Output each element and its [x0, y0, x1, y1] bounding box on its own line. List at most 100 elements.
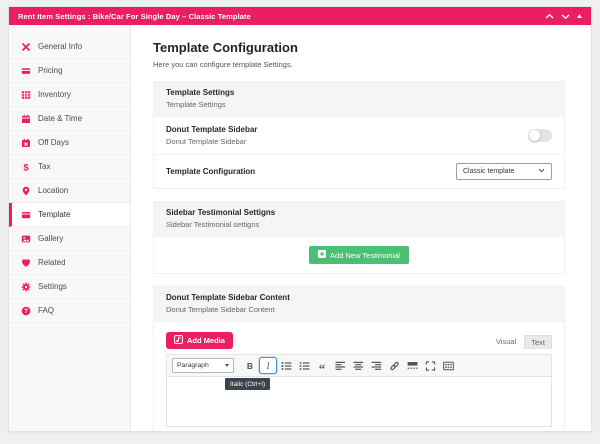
template-configuration-label: Template Configuration — [166, 167, 256, 176]
editor-tabs: Visual Text — [490, 335, 552, 349]
section-title: Sidebar Testimonial Settigns — [166, 208, 276, 217]
page-title: Template Configuration — [153, 40, 298, 55]
sidebar-item-general-info[interactable]: General Info — [9, 35, 130, 59]
toggle-knob — [529, 130, 540, 141]
metabox-title: Rent Item Settings : Bike/Car For Single… — [18, 11, 251, 21]
add-media-button[interactable]: Add Media — [166, 332, 233, 349]
insert-more-tag-button[interactable] — [404, 358, 420, 373]
blockquote-button[interactable]: “ — [318, 361, 326, 376]
sidebar-item-label: Tax — [38, 162, 51, 171]
section-testimonial: Sidebar Testimonial Settigns Sidebar Tes… — [153, 201, 565, 274]
numbered-list-button[interactable] — [296, 358, 312, 373]
sidebar-item-gallery[interactable]: Gallery — [9, 227, 130, 251]
bulleted-list-button[interactable] — [278, 358, 294, 373]
sidebar-item-label: Off Days — [38, 138, 69, 147]
dollar-icon: $ — [21, 162, 31, 172]
editor-content-area[interactable] — [166, 377, 552, 427]
align-center-button[interactable] — [350, 358, 366, 373]
sidebar-item-related[interactable]: Related — [9, 251, 130, 275]
metabox-header[interactable]: Rent Item Settings : Bike/Car For Single… — [9, 7, 591, 25]
paragraph-dropdown[interactable]: Paragraph — [172, 358, 234, 373]
donut-sidebar-label: Donut Template Sidebar — [166, 125, 258, 134]
section-sidebar-content: Donut Template Sidebar Content Donut Tem… — [153, 286, 565, 431]
italic-tooltip: Italic (Ctrl+I) — [225, 378, 271, 390]
question-icon: ? — [21, 306, 31, 316]
link-button[interactable] — [386, 358, 402, 373]
image-icon — [21, 234, 31, 244]
bold-button[interactable]: B — [246, 360, 254, 371]
section-header: Sidebar Testimonial Settigns Sidebar Tes… — [154, 202, 564, 236]
sidebar-item-label: FAQ — [38, 306, 55, 315]
settings-metabox: Rent Item Settings : Bike/Car For Single… — [8, 6, 592, 432]
toolbar-toggle-button[interactable] — [440, 358, 456, 373]
credit-card-icon — [21, 66, 31, 76]
donut-sidebar-labels: Donut Template Sidebar Donut Template Si… — [166, 125, 257, 146]
tab-visual[interactable]: Visual — [495, 337, 517, 346]
sidebar-item-label: Date & Time — [38, 114, 83, 123]
plus-square-icon — [318, 250, 327, 260]
chevron-down-icon[interactable] — [561, 13, 570, 20]
donut-sidebar-sublabel: Donut Template Sidebar — [166, 137, 247, 146]
content-panel: Template Configuration Here you can conf… — [131, 25, 591, 431]
section-subtitle: Donut Template Sidebar Content — [166, 305, 275, 314]
sidebar-item-label: Settings — [38, 282, 67, 291]
chevron-up-icon[interactable] — [545, 13, 554, 20]
section-header: Template Settings Template Settings — [154, 82, 564, 116]
italic-button[interactable]: I — [260, 358, 276, 373]
donut-sidebar-toggle[interactable] — [528, 129, 552, 142]
editor-toolbar: Paragraph B I “ — [166, 354, 552, 390]
svg-text:?: ? — [24, 309, 28, 315]
chevron-down-icon — [538, 168, 545, 175]
section-title: Donut Template Sidebar Content — [166, 293, 290, 302]
donut-sidebar-row: Donut Template Sidebar Donut Template Si… — [154, 116, 564, 154]
svg-text:$: $ — [23, 162, 29, 172]
gear-icon — [21, 282, 31, 292]
caret-down-icon — [225, 364, 229, 367]
sidebar-item-label: Location — [38, 186, 69, 195]
grid-icon — [21, 90, 31, 100]
tools-icon — [21, 42, 31, 52]
heart-icon — [21, 258, 31, 268]
section-subtitle: Sidebar Testimonial settigns — [166, 220, 260, 229]
button-label: Add New Testimonial — [330, 250, 400, 260]
sidebar-item-label: Related — [38, 258, 66, 267]
caret-up-icon[interactable] — [577, 14, 582, 18]
sidebar-item-inventory[interactable]: Inventory — [9, 83, 130, 107]
page-subtitle: Here you can configure template Settings… — [153, 60, 293, 69]
align-left-button[interactable] — [332, 358, 348, 373]
fullscreen-button[interactable] — [422, 358, 438, 373]
section-subtitle: Template Settings — [166, 100, 226, 109]
sidebar-item-tax[interactable]: $ Tax — [9, 155, 130, 179]
section-title: Template Settings — [166, 88, 235, 97]
paragraph-dropdown-value: Paragraph — [177, 362, 209, 369]
sidebar-item-label: Pricing — [38, 66, 63, 75]
sidebar-item-date-time[interactable]: Date & Time — [9, 107, 130, 131]
metabox-body: General Info Pricing Inventory Date & Ti… — [9, 25, 591, 431]
tab-text[interactable]: Text — [524, 335, 552, 349]
sidebar-item-label: Template — [38, 210, 71, 219]
calendar-off-icon — [21, 138, 31, 148]
sidebar-item-template[interactable]: Template — [9, 203, 130, 227]
editor-media-row: Add Media Visual Text — [166, 332, 552, 349]
button-label: Add Media — [187, 336, 225, 345]
sidebar-item-location[interactable]: Location — [9, 179, 130, 203]
section-header: Donut Template Sidebar Content Donut Tem… — [154, 287, 564, 321]
align-right-button[interactable] — [368, 358, 384, 373]
metabox-controls — [545, 13, 582, 20]
testimonial-row: Add New Testimonial — [154, 236, 564, 273]
map-pin-icon — [21, 186, 31, 196]
sidebar-item-label: Gallery — [38, 234, 64, 243]
add-new-testimonial-button[interactable]: Add New Testimonial — [309, 246, 409, 264]
select-value: Classic template — [463, 168, 515, 175]
template-configuration-row: Template Configuration Classic template — [154, 154, 564, 188]
sidebar-item-label: General Info — [38, 42, 83, 51]
sidebar-item-pricing[interactable]: Pricing — [9, 59, 130, 83]
media-icon — [174, 335, 183, 346]
template-configuration-select[interactable]: Classic template — [456, 163, 552, 180]
sidebar-item-faq[interactable]: ? FAQ — [9, 299, 130, 323]
section-template-settings: Template Settings Template Settings Donu… — [153, 81, 565, 189]
sidebar-item-off-days[interactable]: Off Days — [9, 131, 130, 155]
settings-sidebar: General Info Pricing Inventory Date & Ti… — [9, 25, 131, 431]
sidebar-item-settings[interactable]: Settings — [9, 275, 130, 299]
wysiwyg-editor: Add Media Visual Text Paragraph B — [154, 321, 564, 431]
